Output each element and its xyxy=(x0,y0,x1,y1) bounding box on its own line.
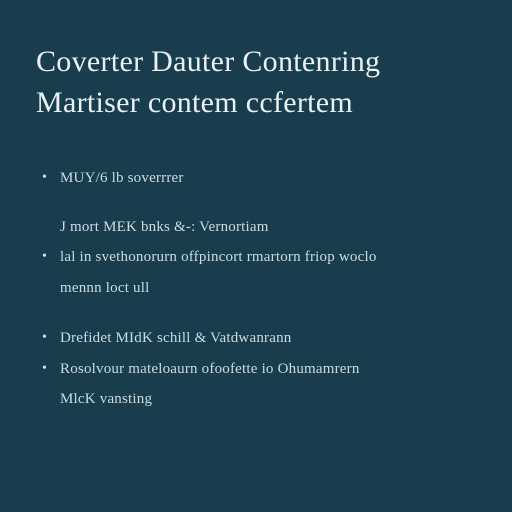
list-item: MUY/6 lb soverrrer xyxy=(60,167,476,190)
page-title: Coverter Dauter Contenring Martiser cont… xyxy=(36,42,476,123)
list-item: lal in svethonorurn offpincort rmartorn … xyxy=(60,246,476,269)
list-item: mennn loct ull xyxy=(60,277,476,300)
list-item: J mort MEK bnks &-: Vernortiam xyxy=(60,216,476,239)
list-item: Drefidet MIdK schill & Vatdwanrann xyxy=(60,327,476,350)
list-item: Rosolvour mateloaurn ofoofette io Ohumam… xyxy=(60,358,476,381)
bullet-list: MUY/6 lb soverrrer J mort MEK bnks &-: V… xyxy=(36,167,476,411)
list-item: MlcK vansting xyxy=(60,388,476,411)
